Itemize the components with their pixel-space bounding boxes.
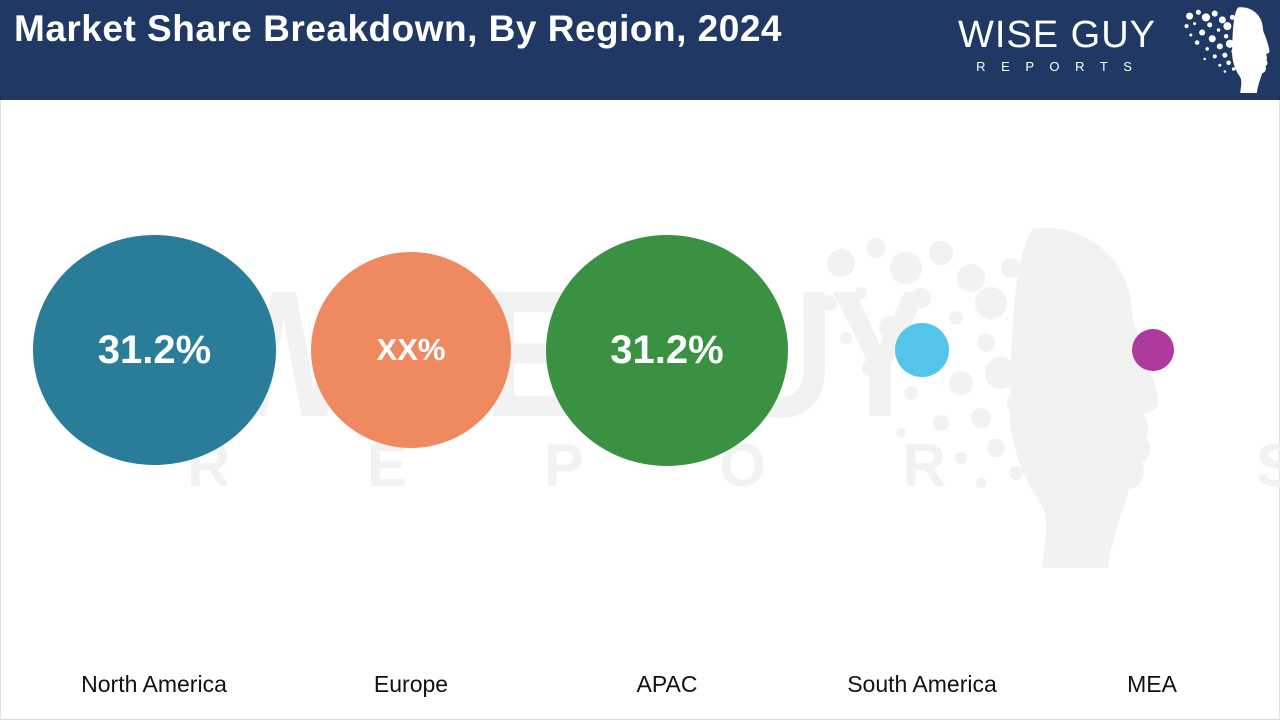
bubble-apac: 31.2% [546, 235, 788, 466]
logo-wordmark: WISE GUY [957, 14, 1156, 56]
watermark-head-icon [811, 223, 1176, 568]
bubble-mea [1132, 329, 1174, 371]
category-label-mea: MEA [1127, 671, 1177, 697]
logo-subtitle: R E P O R T S [976, 59, 1138, 74]
bubble-value: 31.2% [97, 327, 212, 372]
bubble-south-america [895, 323, 949, 377]
category-label-north-america: North America [81, 671, 227, 697]
dotted-head-profile-icon [1182, 6, 1274, 93]
bubble-value: 31.2% [610, 328, 724, 372]
bubble-north-america: 31.2% [33, 235, 276, 465]
bubble-value: XX% [376, 332, 446, 367]
chart-area: WISE GUY R E P O R T S 31.2% XX% 31.2% N… [0, 100, 1280, 720]
category-label-apac: APAC [636, 671, 698, 697]
logo-text: WISE GUY R E P O R T S [958, 16, 1156, 74]
bubble-europe: XX% [311, 252, 511, 448]
category-label-south-america: South America [847, 671, 997, 697]
page-title: Market Share Breakdown, By Region, 2024 [14, 8, 782, 49]
header: Market Share Breakdown, By Region, 2024 … [0, 0, 1280, 100]
category-label-europe: Europe [373, 671, 449, 697]
wise-guy-logo: WISE GUY R E P O R T S [958, 0, 1280, 100]
